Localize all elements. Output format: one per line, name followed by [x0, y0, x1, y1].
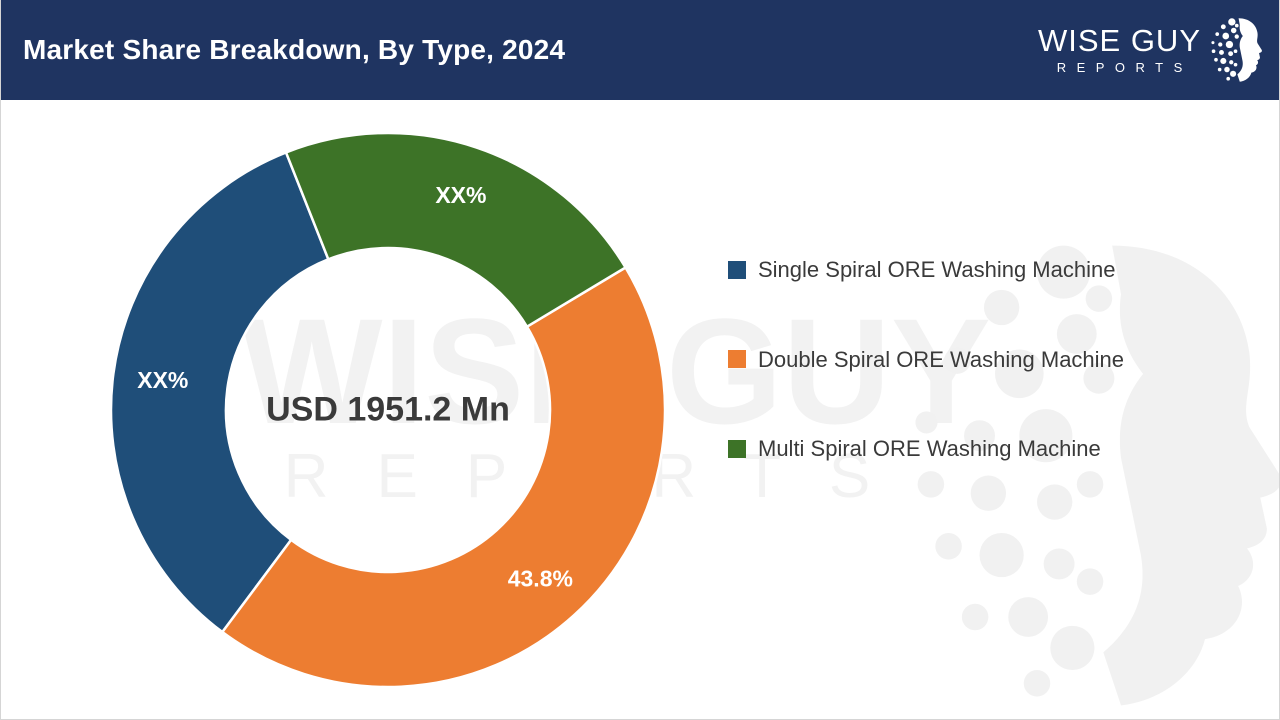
legend-swatch-icon	[728, 439, 746, 458]
donut-segment-3	[284, 131, 627, 328]
wise-guy-logo: WISE GUY REPORTS	[1038, 13, 1263, 87]
legend-label: Single Spiral ORE Washing Machine	[758, 257, 1116, 282]
logo-face-icon	[1211, 18, 1262, 82]
legend-item-2: Double Spiral ORE Washing Machine	[728, 346, 1124, 374]
donut-chart: XX% 43.8% XX%	[109, 131, 667, 689]
segment-label-1: XX%	[137, 367, 188, 393]
legend-swatch-icon	[728, 260, 746, 279]
logo-text: WISE GUY REPORTS	[1038, 25, 1201, 75]
chart-legend: Single Spiral ORE Washing Machine Double …	[728, 256, 1124, 463]
legend-label: Double Spiral ORE Washing Machine	[758, 346, 1125, 372]
legend-label: Multi Spiral ORE Washing Machine	[758, 436, 1101, 461]
header-bar: Market Share Breakdown, By Type, 2024 WI…	[1, 0, 1279, 100]
segment-label-3: XX%	[435, 182, 486, 208]
legend-swatch-icon	[728, 350, 746, 369]
donut-segment-1	[109, 151, 330, 634]
legend-item-3: Multi Spiral ORE Washing Machine	[728, 435, 1124, 463]
page-title: Market Share Breakdown, By Type, 2024	[23, 34, 566, 65]
donut-segment-2	[221, 266, 667, 689]
logo-wordmark: WISE GUY	[1037, 23, 1201, 59]
chart-center-value: USD 1951.2 Mn	[266, 390, 510, 429]
segment-label-2: 43.8%	[508, 565, 573, 591]
legend-item-1: Single Spiral ORE Washing Machine	[728, 256, 1124, 284]
logo-subtitle: REPORTS	[1056, 59, 1193, 75]
